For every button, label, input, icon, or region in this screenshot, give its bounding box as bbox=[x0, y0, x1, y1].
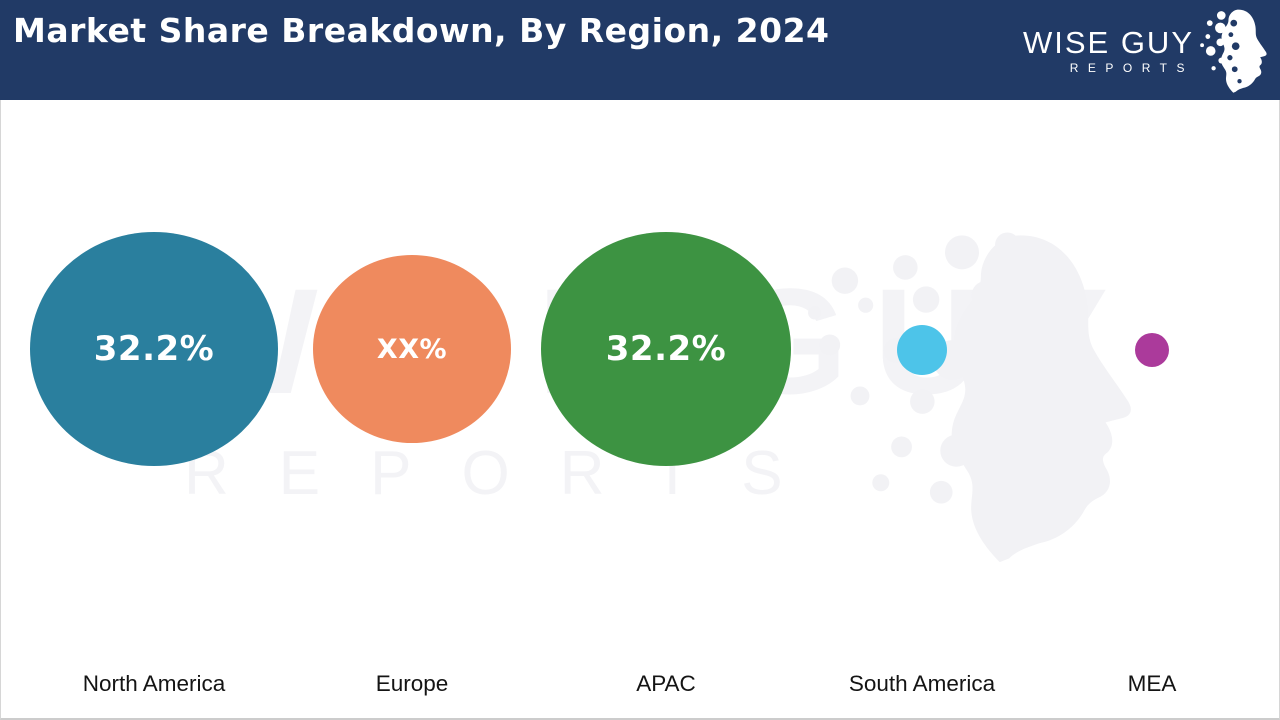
bubble-label: South America bbox=[848, 671, 996, 696]
brand-logo-text: WISE GUY REPORTS bbox=[1022, 24, 1194, 75]
brand-name: WISE GUY bbox=[1022, 24, 1194, 60]
bubble bbox=[897, 325, 947, 375]
bubble-label: MEA bbox=[1127, 671, 1177, 696]
brand-logo: WISE GUY REPORTS bbox=[1023, 4, 1276, 96]
bubble-label: Europe bbox=[375, 671, 449, 696]
bubble bbox=[1135, 333, 1169, 367]
watermark-head-icon bbox=[808, 232, 1131, 563]
bubble-value: XX% bbox=[376, 333, 448, 365]
watermark-reports-text: REPORTS bbox=[184, 439, 833, 508]
bubble-value: 32.2% bbox=[605, 329, 727, 369]
bubble: 32.2% bbox=[30, 232, 278, 466]
bubble: XX% bbox=[313, 255, 511, 443]
bubble: 32.2% bbox=[541, 232, 791, 466]
brand-subtitle: REPORTS bbox=[1069, 60, 1194, 75]
bubble-label: North America bbox=[82, 671, 226, 696]
bubble-label: APAC bbox=[636, 671, 696, 696]
page-title: Market Share Breakdown, By Region, 2024 bbox=[13, 11, 830, 50]
bubble-value: 32.2% bbox=[93, 329, 215, 369]
header-bar: Market Share Breakdown, By Region, 2024 … bbox=[0, 0, 1280, 100]
brand-head-icon bbox=[1200, 9, 1267, 93]
